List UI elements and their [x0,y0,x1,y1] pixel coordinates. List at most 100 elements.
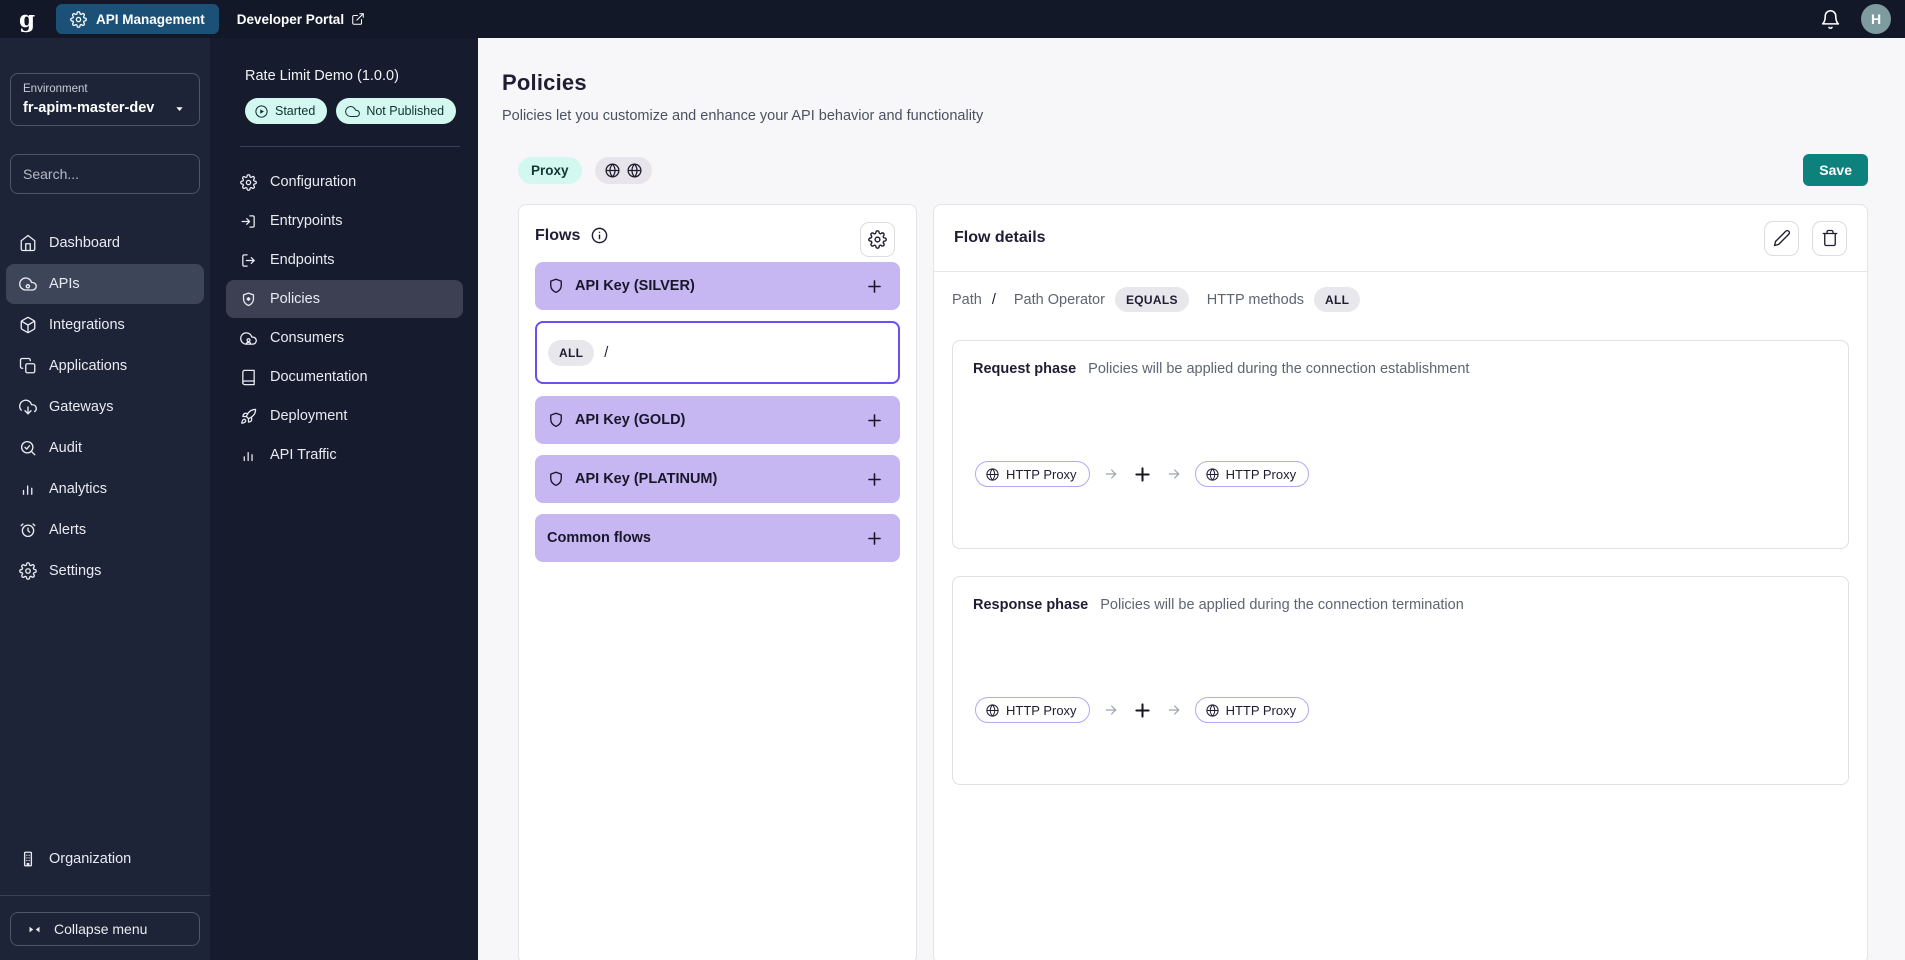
shield-star-icon [240,291,257,308]
sidebar-item-audit[interactable]: Audit [6,428,204,468]
add-policy-button[interactable] [1132,700,1153,721]
policy-chip-http-proxy[interactable]: HTTP Proxy [975,461,1090,487]
flow-group-label: API Key (SILVER) [575,278,695,294]
search-input[interactable] [23,166,204,182]
entrypoints-endpoints-pill[interactable] [594,156,652,184]
add-flow-button[interactable] [865,277,884,296]
api-menu-item-configuration[interactable]: Configuration [226,163,463,201]
flow-group-label: Common flows [547,530,651,546]
sidebar-item-organization[interactable]: Organization [6,839,204,879]
status-badge-not-published: Not Published [336,98,457,124]
sidebar-item-dashboard[interactable]: Dashboard [6,223,204,263]
plus-icon [865,411,884,430]
globe-icon [1205,467,1220,482]
api-menu-item-label: Configuration [270,174,357,190]
api-menu-item-label: Endpoints [270,252,335,268]
arrow-right-icon [1103,702,1119,718]
selected-flow-item[interactable]: ALL / [535,321,900,384]
cloud-gear-icon [19,275,37,293]
flow-details-panel: Flow details Path / Path Operator EQU [933,204,1868,960]
cube-icon [19,316,37,334]
gear-icon [19,562,37,580]
api-menu-sidebar: Rate Limit Demo (1.0.0) Started Not Publ… [210,38,478,960]
api-menu-nav: Configuration Entrypoints Endpoints Poli… [210,163,478,474]
edit-flow-button[interactable] [1764,220,1799,256]
sidebar-item-label: Audit [49,440,83,456]
sidebar-item-integrations[interactable]: Integrations [6,305,204,345]
sidebar-item-alerts[interactable]: Alerts [6,510,204,550]
sidebar-item-label: Organization [49,851,132,867]
flow-path: / [604,344,609,361]
sidebar-item-apis[interactable]: APIs [6,264,204,304]
gear-icon [240,174,257,191]
sidebar-item-label: APIs [49,276,80,292]
add-flow-button[interactable] [865,529,884,548]
path-operator-chip: EQUALS [1114,287,1189,312]
phase-description: Policies will be applied during the conn… [1088,361,1470,377]
flow-group-api-key-silver[interactable]: API Key (SILVER) [535,262,900,310]
policy-chip-label: HTTP Proxy [1225,702,1297,718]
flow-group-api-key-platinum[interactable]: API Key (PLATINUM) [535,455,900,503]
sidebar-item-gateways[interactable]: Gateways [6,387,204,427]
avatar[interactable]: H [1861,4,1891,34]
policy-chip-http-proxy[interactable]: HTTP Proxy [1194,461,1310,487]
api-menu-item-policies[interactable]: Policies [226,280,463,318]
search-check-icon [19,439,37,457]
play-circle-icon [254,104,269,119]
globe-icon [985,467,1000,482]
plus-icon [865,470,884,489]
sidebar-item-settings[interactable]: Settings [6,551,204,591]
api-menu-item-consumers[interactable]: Consumers [226,319,463,357]
add-flow-button[interactable] [865,470,884,489]
delete-flow-button[interactable] [1812,220,1847,256]
phase-name: Response phase [973,597,1089,613]
add-flow-button[interactable] [865,411,884,430]
api-management-button[interactable]: API Management [56,4,219,34]
environment-selector[interactable]: Environment fr-apim-master-dev [10,73,200,126]
sidebar-item-analytics[interactable]: Analytics [6,469,204,509]
flows-settings-button[interactable] [860,222,895,257]
api-menu-item-label: Documentation [270,369,368,385]
globe-icon [985,703,1000,718]
save-button[interactable]: Save [1803,154,1868,186]
info-icon[interactable] [590,226,609,245]
toolbar: Proxy Save [518,154,1868,186]
developer-portal-link[interactable]: Developer Portal [237,12,365,27]
external-link-icon [351,12,365,26]
policy-chip-label: HTTP Proxy [1006,466,1077,482]
sidebar-item-label: Alerts [49,522,87,538]
api-menu-item-deployment[interactable]: Deployment [226,397,463,435]
sidebar-divider [0,895,210,896]
collapse-menu-button[interactable]: Collapse menu [10,912,200,946]
flow-group-common-flows[interactable]: Common flows [535,514,900,562]
notifications-bell-icon[interactable] [1820,9,1841,30]
flow-group-api-key-gold[interactable]: API Key (GOLD) [535,396,900,444]
api-menu-item-documentation[interactable]: Documentation [226,358,463,396]
shield-icon [547,277,565,295]
sidebar-item-applications[interactable]: Applications [6,346,204,386]
api-menu-item-api-traffic[interactable]: API Traffic [226,436,463,474]
alarm-clock-icon [19,521,37,539]
globe-icon [1205,703,1220,718]
chevron-down-icon [172,101,187,116]
page-subtitle: Policies let you customize and enhance y… [502,108,984,124]
cloud-user-icon [240,330,257,347]
api-menu-item-endpoints[interactable]: Endpoints [226,241,463,279]
path-label: Path [952,291,982,308]
main-sidebar: Environment fr-apim-master-dev Dashboard… [0,38,210,960]
flow-methods-chip: ALL [548,339,595,366]
pencil-icon [1773,229,1791,247]
rocket-icon [240,408,257,425]
page-title: Policies [502,70,587,95]
plus-icon [865,277,884,296]
add-policy-button[interactable] [1132,464,1153,485]
api-menu-item-entrypoints[interactable]: Entrypoints [226,202,463,240]
policy-chip-http-proxy[interactable]: HTTP Proxy [1194,697,1310,723]
phases: Request phase Policies will be applied d… [934,327,1867,785]
api-menu-item-label: Consumers [270,330,345,346]
arrow-right-icon [1166,702,1182,718]
sidebar-item-label: Integrations [49,317,125,333]
cloud-icon [345,104,360,119]
policy-chip-http-proxy[interactable]: HTTP Proxy [975,697,1090,723]
sidebar-search[interactable] [10,154,204,194]
